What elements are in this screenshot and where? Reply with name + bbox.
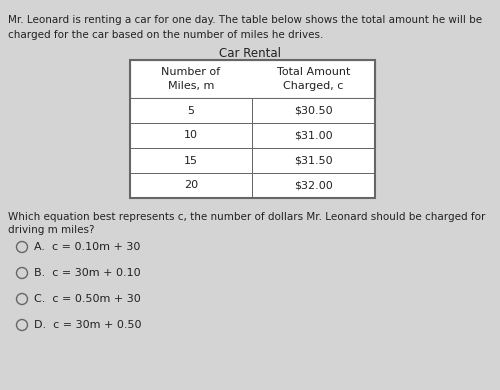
Text: driving m miles?: driving m miles? [8, 225, 94, 235]
FancyBboxPatch shape [130, 123, 252, 148]
Text: C.  c = 0.50m + 30: C. c = 0.50m + 30 [34, 294, 141, 304]
FancyBboxPatch shape [252, 148, 375, 173]
Text: charged for the car based on the number of miles he drives.: charged for the car based on the number … [8, 30, 324, 40]
Text: 20: 20 [184, 181, 198, 190]
Text: A.  c = 0.10m + 30: A. c = 0.10m + 30 [34, 242, 140, 252]
Text: Car Rental: Car Rental [219, 47, 281, 60]
FancyBboxPatch shape [130, 60, 375, 98]
Text: Number of
Miles, m: Number of Miles, m [162, 67, 220, 90]
FancyBboxPatch shape [130, 148, 252, 173]
Text: $32.00: $32.00 [294, 181, 333, 190]
FancyBboxPatch shape [130, 98, 252, 123]
Text: Total Amount
Charged, c: Total Amount Charged, c [277, 67, 350, 90]
Text: $30.50: $30.50 [294, 106, 333, 115]
Text: 15: 15 [184, 156, 198, 165]
Text: $31.50: $31.50 [294, 156, 333, 165]
FancyBboxPatch shape [252, 173, 375, 198]
Text: 5: 5 [188, 106, 194, 115]
Text: D.  c = 30m + 0.50: D. c = 30m + 0.50 [34, 320, 142, 330]
Text: $31.00: $31.00 [294, 131, 333, 140]
Text: Which equation best represents c, the number of dollars Mr. Leonard should be ch: Which equation best represents c, the nu… [8, 212, 486, 222]
FancyBboxPatch shape [252, 98, 375, 123]
Text: Mr. Leonard is renting a car for one day. The table below shows the total amount: Mr. Leonard is renting a car for one day… [8, 15, 482, 25]
FancyBboxPatch shape [130, 173, 252, 198]
FancyBboxPatch shape [252, 123, 375, 148]
Text: 10: 10 [184, 131, 198, 140]
Text: B.  c = 30m + 0.10: B. c = 30m + 0.10 [34, 268, 140, 278]
